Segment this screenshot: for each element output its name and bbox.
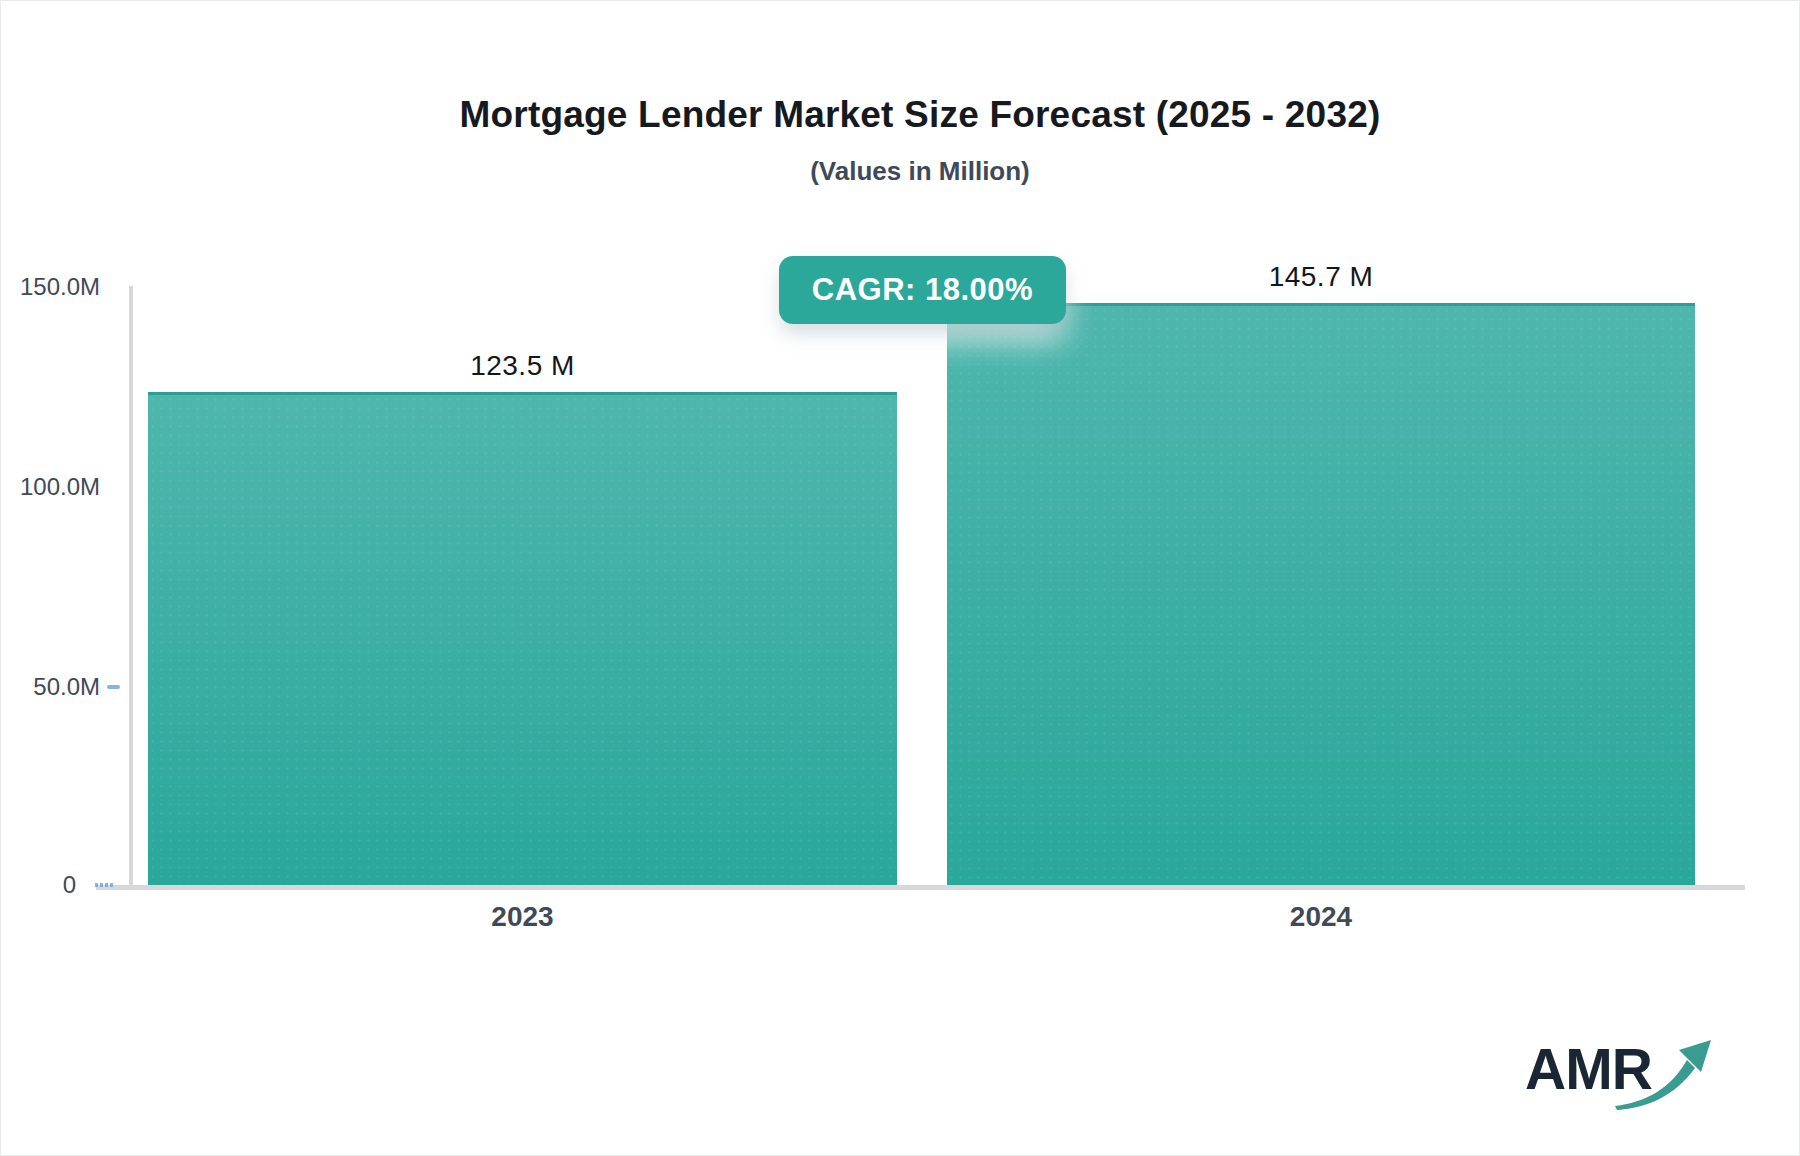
- bar-2023: [148, 392, 897, 885]
- bar-value-label: 123.5 M: [470, 350, 575, 382]
- x-tick-label: 2024: [947, 901, 1695, 933]
- y-axis-line: [129, 286, 133, 887]
- cagr-badge: CAGR: 18.00%: [779, 256, 1066, 324]
- x-axis-baseline: [96, 885, 1745, 890]
- y-tick-label: 0: [0, 873, 76, 897]
- y-tick-mark: [95, 883, 113, 887]
- x-tick-label: 2023: [148, 901, 897, 933]
- bar-group-2023: 123.5 M: [148, 350, 897, 885]
- bar-value-label: 145.7 M: [1269, 261, 1374, 293]
- y-tick-label: 100.0M: [0, 475, 100, 499]
- chart-canvas: Mortgage Lender Market Size Forecast (20…: [0, 0, 1800, 1156]
- bar-group-2024: 145.7 M: [947, 261, 1695, 885]
- chart-title: Mortgage Lender Market Size Forecast (20…: [40, 94, 1800, 136]
- bar-2024: [947, 303, 1695, 885]
- growth-arrow-icon: [1613, 1032, 1717, 1114]
- chart-subtitle: (Values in Million): [40, 156, 1800, 187]
- y-tick-label: 50.0M: [0, 675, 100, 699]
- y-tick-mark: [107, 685, 120, 689]
- y-tick-label: 150.0M: [0, 275, 100, 299]
- brand-logo: AMR: [1525, 1032, 1715, 1122]
